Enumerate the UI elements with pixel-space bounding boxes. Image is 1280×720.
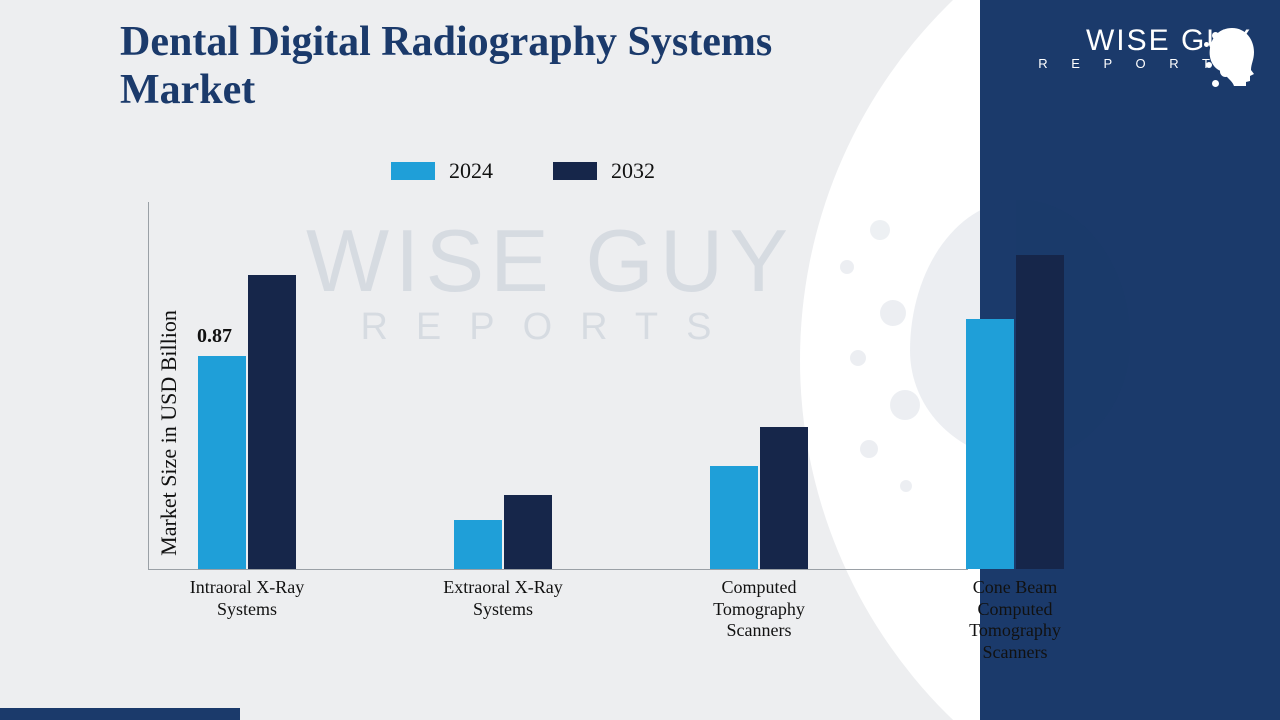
bar: [710, 466, 758, 569]
bar-group: Computed Tomography Scanners: [709, 427, 809, 569]
brand-logo: WISE GUY R E P O R T S: [1038, 24, 1252, 71]
stage: WISE GUY R E P O R T S WISE GUY REPORTS …: [0, 0, 1280, 720]
category-label: Computed Tomography Scanners: [679, 577, 839, 642]
bar-value-label: 0.87: [197, 325, 232, 348]
page-title: Dental Digital Radiography Systems Marke…: [120, 18, 880, 115]
legend-label-2024: 2024: [449, 158, 493, 184]
bar: [198, 356, 246, 569]
legend-label-2032: 2032: [611, 158, 655, 184]
bar: [454, 520, 502, 569]
category-label: Cone Beam Computed Tomography Scanners: [935, 577, 1095, 663]
bar: [504, 495, 552, 569]
plot-area: 0.87Intraoral X-Ray Systems Extraoral X-R…: [148, 202, 968, 570]
market-chart: Market Size in USD Billion 2024 2032 0.8…: [68, 168, 978, 698]
legend-swatch-2032: [553, 162, 597, 180]
bar-group: 0.87Intraoral X-Ray Systems: [197, 275, 297, 569]
bar: [1016, 255, 1064, 569]
legend-item-2024: 2024: [391, 158, 493, 184]
footer-accent-bar: [0, 708, 240, 720]
brand-head-icon: [1202, 26, 1256, 88]
category-label: Extraoral X-Ray Systems: [423, 577, 583, 620]
legend-swatch-2024: [391, 162, 435, 180]
bar-group: Extraoral X-Ray Systems: [453, 495, 553, 569]
bar: [966, 319, 1014, 569]
bar-group: Cone Beam Computed Tomography Scanners: [965, 255, 1065, 569]
legend: 2024 2032: [391, 158, 655, 184]
bar: [248, 275, 296, 569]
category-label: Intraoral X-Ray Systems: [167, 577, 327, 620]
legend-item-2032: 2032: [553, 158, 655, 184]
bar: [760, 427, 808, 569]
